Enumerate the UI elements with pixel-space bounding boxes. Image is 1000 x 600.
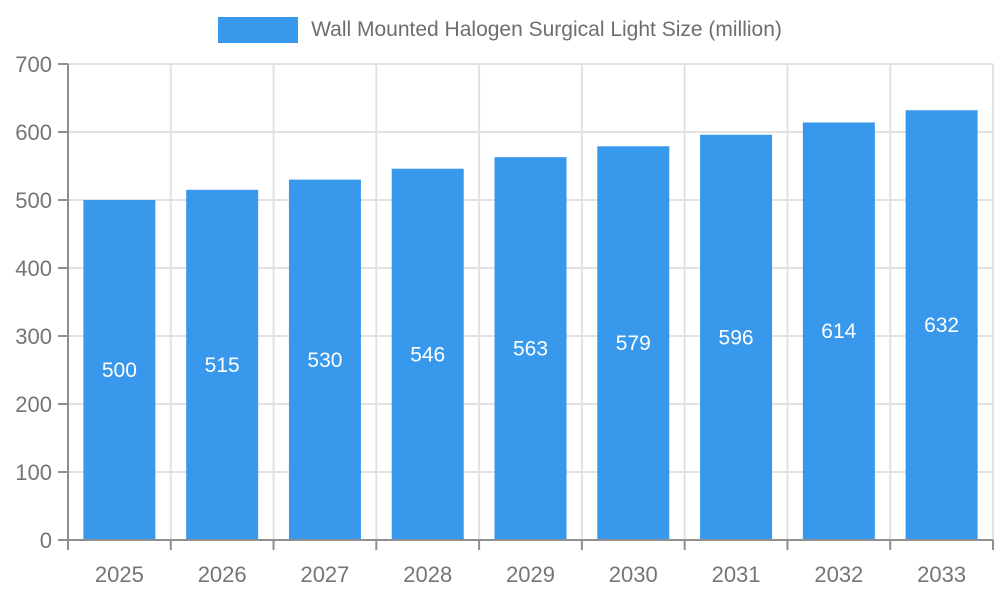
bar-value-label: 579 <box>616 332 651 355</box>
bar-value-label: 614 <box>821 320 856 343</box>
bar-2032 <box>802 122 875 540</box>
y-axis-tick-label: 600 <box>15 120 52 145</box>
bar-2031 <box>700 134 773 540</box>
bar-2029 <box>494 157 567 540</box>
legend-swatch[interactable] <box>218 17 299 43</box>
y-axis-tick-label: 100 <box>15 460 52 485</box>
bar-2025 <box>83 200 156 540</box>
y-axis-tick-label: 500 <box>15 188 52 213</box>
bar-value-label: 515 <box>205 354 240 377</box>
bar-value-label: 500 <box>102 359 137 382</box>
x-axis-label: 2031 <box>712 562 761 587</box>
bar-value-label: 546 <box>410 343 445 366</box>
bar-value-label: 596 <box>719 326 754 349</box>
x-axis-label: 2032 <box>814 562 863 587</box>
x-axis-label: 2028 <box>403 562 452 587</box>
bar-value-label: 632 <box>924 314 959 337</box>
bar-2026 <box>186 189 259 541</box>
x-axis-label: 2026 <box>198 562 247 587</box>
bar-2028 <box>391 168 464 540</box>
bar-value-label: 563 <box>513 338 548 361</box>
x-axis-label: 2029 <box>506 562 555 587</box>
x-axis-label: 2025 <box>95 562 144 587</box>
legend[interactable]: Wall Mounted Halogen Surgical Light Size… <box>0 17 1000 43</box>
y-axis-tick-label: 200 <box>15 392 52 417</box>
y-axis-tick-label: 0 <box>40 528 52 553</box>
legend-label[interactable]: Wall Mounted Halogen Surgical Light Size… <box>311 18 782 41</box>
y-axis-tick-label: 400 <box>15 256 52 281</box>
bar-2027 <box>288 179 361 540</box>
x-axis-label: 2027 <box>300 562 349 587</box>
y-axis-tick-label: 300 <box>15 324 52 349</box>
bar-value-label: 530 <box>307 349 342 372</box>
bar-2033 <box>905 110 978 541</box>
x-axis-label: 2033 <box>917 562 966 587</box>
bar-2030 <box>597 146 670 540</box>
y-axis-tick-label: 700 <box>15 52 52 77</box>
x-axis-label: 2030 <box>609 562 658 587</box>
